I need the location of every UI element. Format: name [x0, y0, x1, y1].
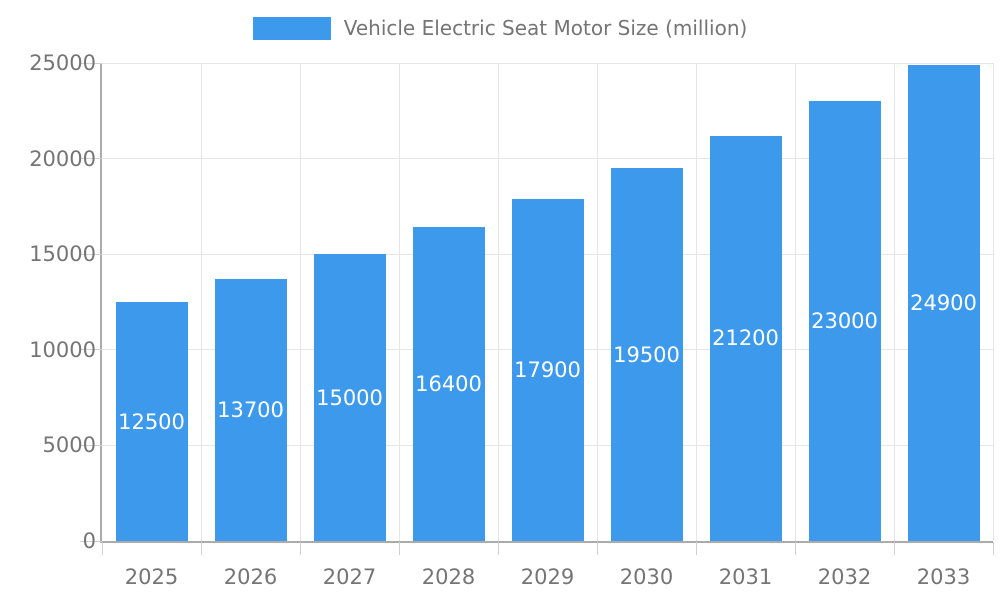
bar-value-label: 15000 — [316, 385, 383, 410]
x-axis-tick — [398, 542, 400, 555]
bar-2029[interactable]: 17900 — [511, 198, 584, 541]
x-tick-label-2029: 2029 — [520, 565, 575, 589]
y-axis-tick — [80, 253, 102, 255]
x-tick-label-2032: 2032 — [817, 565, 872, 589]
y-axis-tick — [80, 540, 102, 542]
x-gridline — [893, 63, 895, 541]
x-axis-tick — [200, 542, 202, 555]
x-tick-label-2025: 2025 — [124, 565, 179, 589]
x-tick-label-2033: 2033 — [916, 565, 971, 589]
bar-value-label: 19500 — [613, 342, 680, 367]
y-axis-tick — [80, 158, 102, 160]
x-gridline — [794, 63, 796, 541]
x-tick-label-2031: 2031 — [718, 565, 773, 589]
x-axis-tick — [299, 542, 301, 555]
x-gridline — [596, 63, 598, 541]
bar-value-label: 16400 — [415, 372, 482, 397]
legend-swatch-icon — [252, 16, 331, 40]
y-tick-label: 0 — [82, 529, 96, 553]
x-axis-tick — [992, 542, 994, 555]
x-gridline — [299, 63, 301, 541]
legend[interactable]: Vehicle Electric Seat Motor Size (millio… — [0, 16, 1000, 40]
x-gridline — [992, 63, 994, 541]
y-axis-tick — [80, 444, 102, 446]
x-gridline — [497, 63, 499, 541]
x-tick-label-2026: 2026 — [223, 565, 278, 589]
bar-2025[interactable]: 12500 — [115, 302, 188, 541]
x-tick-label-2030: 2030 — [619, 565, 674, 589]
legend-label: Vehicle Electric Seat Motor Size (millio… — [343, 16, 748, 40]
x-gridline — [695, 63, 697, 541]
x-gridline — [200, 63, 202, 541]
y-tick-label: 10000 — [29, 337, 96, 362]
x-tick-label-2028: 2028 — [421, 565, 476, 589]
bar-2032[interactable]: 23000 — [808, 101, 881, 541]
bar-value-label: 24900 — [910, 290, 977, 315]
bar-2033[interactable]: 24900 — [907, 64, 980, 541]
x-gridline — [398, 63, 400, 541]
bar-value-label: 17900 — [514, 357, 581, 382]
bar-value-label: 12500 — [118, 409, 185, 434]
y-tick-label: 5000 — [42, 433, 96, 458]
y-tick-label: 15000 — [29, 242, 96, 267]
bar-value-label: 23000 — [811, 309, 878, 334]
x-axis-tick — [596, 542, 598, 555]
y-tick-label: 25000 — [29, 51, 96, 75]
bar-value-label: 13700 — [217, 398, 284, 423]
y-gridline — [102, 62, 993, 64]
x-axis-tick — [695, 542, 697, 555]
bar-2027[interactable]: 15000 — [313, 254, 386, 541]
x-axis-tick — [497, 542, 499, 555]
y-axis-tick — [80, 349, 102, 351]
x-axis-tick — [893, 542, 895, 555]
y-axis-tick — [80, 62, 102, 64]
bar-2026[interactable]: 13700 — [214, 279, 287, 541]
x-axis-tick — [794, 542, 796, 555]
plot-area: 0 5000 10000 15000 20000 25000 12500 2025 13700 2… — [29, 51, 994, 589]
bar-2028[interactable]: 16400 — [412, 227, 485, 541]
bar-value-label: 21200 — [712, 326, 779, 351]
x-axis-tick — [101, 542, 103, 555]
y-tick-label: 20000 — [29, 146, 96, 171]
y-gridline — [102, 158, 993, 160]
bar-2031[interactable]: 21200 — [709, 135, 782, 541]
x-tick-label-2027: 2027 — [322, 565, 377, 589]
bar-2030[interactable]: 19500 — [610, 168, 683, 541]
